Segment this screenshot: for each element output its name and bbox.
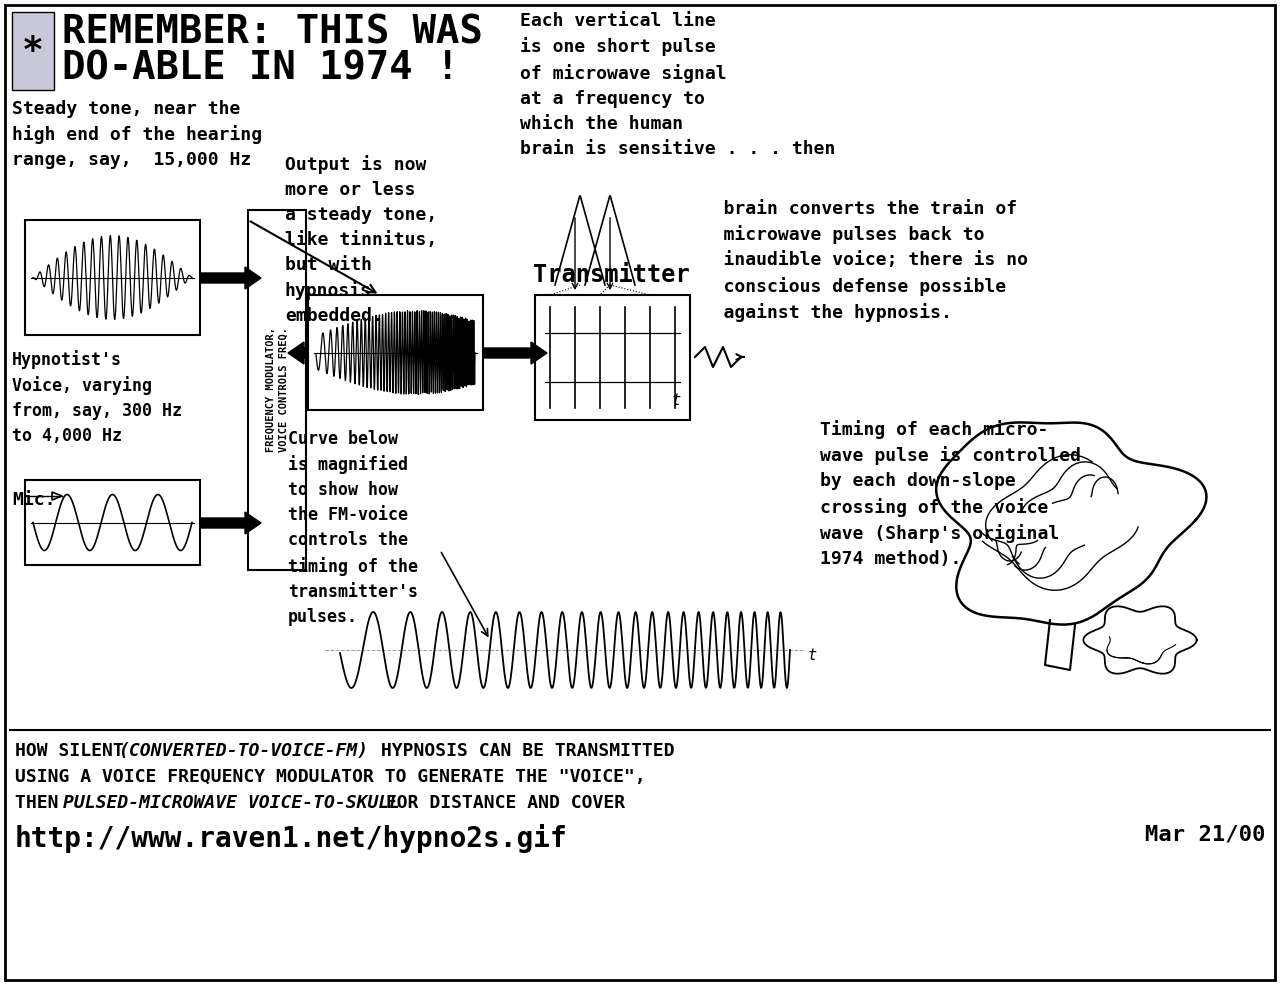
Text: FREQUENCY MODULATOR,
VOICE CONTROLS FREQ.: FREQUENCY MODULATOR, VOICE CONTROLS FREQ… [266,327,288,452]
FancyArrow shape [483,342,547,364]
Text: Output is now
more or less
a steady tone,
like tinnitus,
but with
hypnosis
embed: Output is now more or less a steady tone… [285,155,438,325]
Text: Mic.: Mic. [12,491,55,509]
Bar [26,220,200,335]
Text: (CONVERTED-TO-VOICE-FM): (CONVERTED-TO-VOICE-FM) [118,742,369,760]
Text: FOR DISTANCE AND COVER: FOR DISTANCE AND COVER [375,794,625,812]
Text: Steady tone, near the
high end of the hearing
range, say,  15,000 Hz: Steady tone, near the high end of the he… [12,100,262,169]
Text: USING A VOICE FREQUENCY MODULATOR TO GENERATE THE "VOICE",: USING A VOICE FREQUENCY MODULATOR TO GEN… [15,768,645,786]
Text: HYPNOSIS CAN BE TRANSMITTED: HYPNOSIS CAN BE TRANSMITTED [370,742,675,760]
FancyArrow shape [200,267,261,289]
Text: Timing of each micro-
wave pulse is controlled
by each down-slope
crossing of th: Timing of each micro- wave pulse is cont… [820,420,1082,568]
Text: Transmitter: Transmitter [532,263,690,287]
Text: Each vertical line
is one short pulse
of microwave signal
at a frequency to
whic: Each vertical line is one short pulse of… [520,12,836,158]
Text: *: * [22,34,44,68]
Bar [26,480,200,565]
Text: Mar 21/00: Mar 21/00 [1144,824,1265,844]
Polygon shape [52,492,61,500]
Text: DO-ABLE IN 1974 !: DO-ABLE IN 1974 ! [61,50,460,88]
FancyArrow shape [200,512,261,534]
Text: REMEMBER: THIS WAS: REMEMBER: THIS WAS [61,14,483,52]
Text: http://www.raven1.net/hypno2s.gif: http://www.raven1.net/hypno2s.gif [15,824,568,853]
Text: t: t [808,647,817,663]
Bar [248,210,306,570]
Text: Hypnotist's
Voice, varying
from, say, 300 Hz
to 4,000 Hz: Hypnotist's Voice, varying from, say, 30… [12,350,182,445]
Bar [535,295,690,420]
Text: Curve below
is magnified
to show how
the FM-voice
controls the
timing of the
tra: Curve below is magnified to show how the… [288,430,419,625]
Text: THEN: THEN [15,794,69,812]
Bar [308,295,483,410]
Bar [12,12,54,90]
Text: t: t [672,393,681,408]
Polygon shape [936,423,1207,624]
Text: PULSED-MICROWAVE VOICE-TO-SKULL: PULSED-MICROWAVE VOICE-TO-SKULL [63,794,401,812]
Text: HOW SILENT: HOW SILENT [15,742,134,760]
Polygon shape [1083,607,1197,674]
Text: brain converts the train of
    microwave pulses back to
    inaudible voice; th: brain converts the train of microwave pu… [680,200,1028,322]
FancyArrow shape [288,342,306,364]
